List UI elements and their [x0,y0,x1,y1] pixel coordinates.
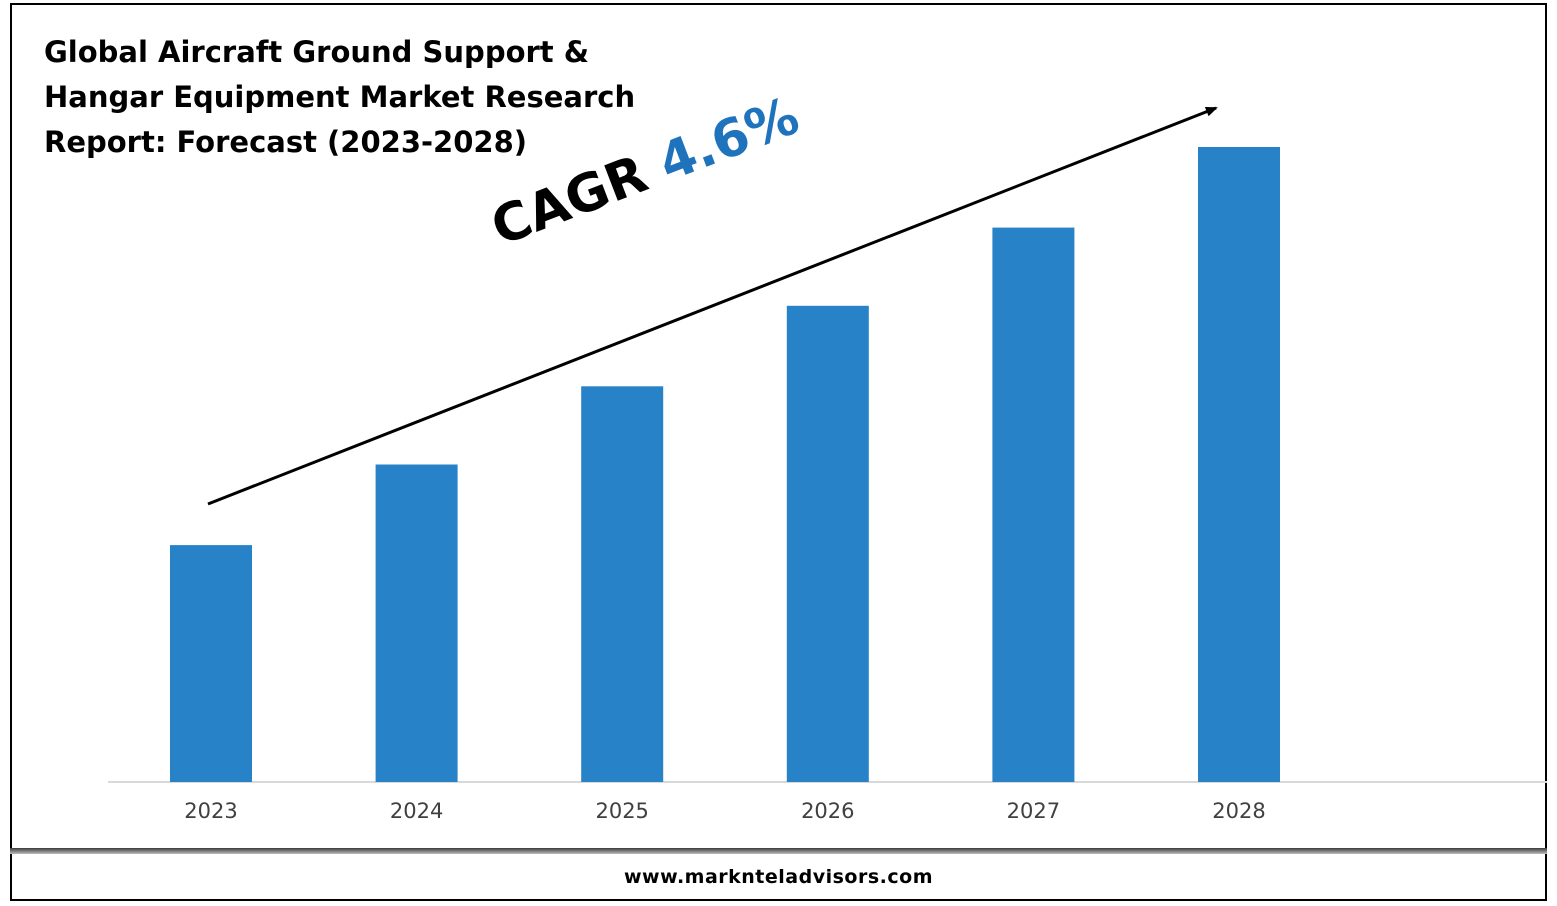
bar-2024 [375,464,458,782]
x-tick-label-2028: 2028 [1212,799,1265,823]
chart-frame [10,3,1547,901]
chart-title: Global Aircraft Ground Support & Hangar … [44,35,636,159]
bar-2025 [581,386,664,782]
x-tick-label-2026: 2026 [801,799,854,823]
footer-divider [10,848,1547,854]
footer-website-url: www.marknteladvisors.com [624,866,933,888]
bar-2027 [992,227,1075,783]
bar-2023 [170,545,252,782]
x-tick-label-2027: 2027 [1007,799,1060,823]
x-tick-label-2023: 2023 [184,799,237,823]
x-tick-label-2024: 2024 [390,799,443,823]
x-tick-label-2025: 2025 [595,799,648,823]
bar-2028 [1198,147,1280,782]
trend-arrow [207,106,1218,506]
bar-2026 [786,305,869,782]
